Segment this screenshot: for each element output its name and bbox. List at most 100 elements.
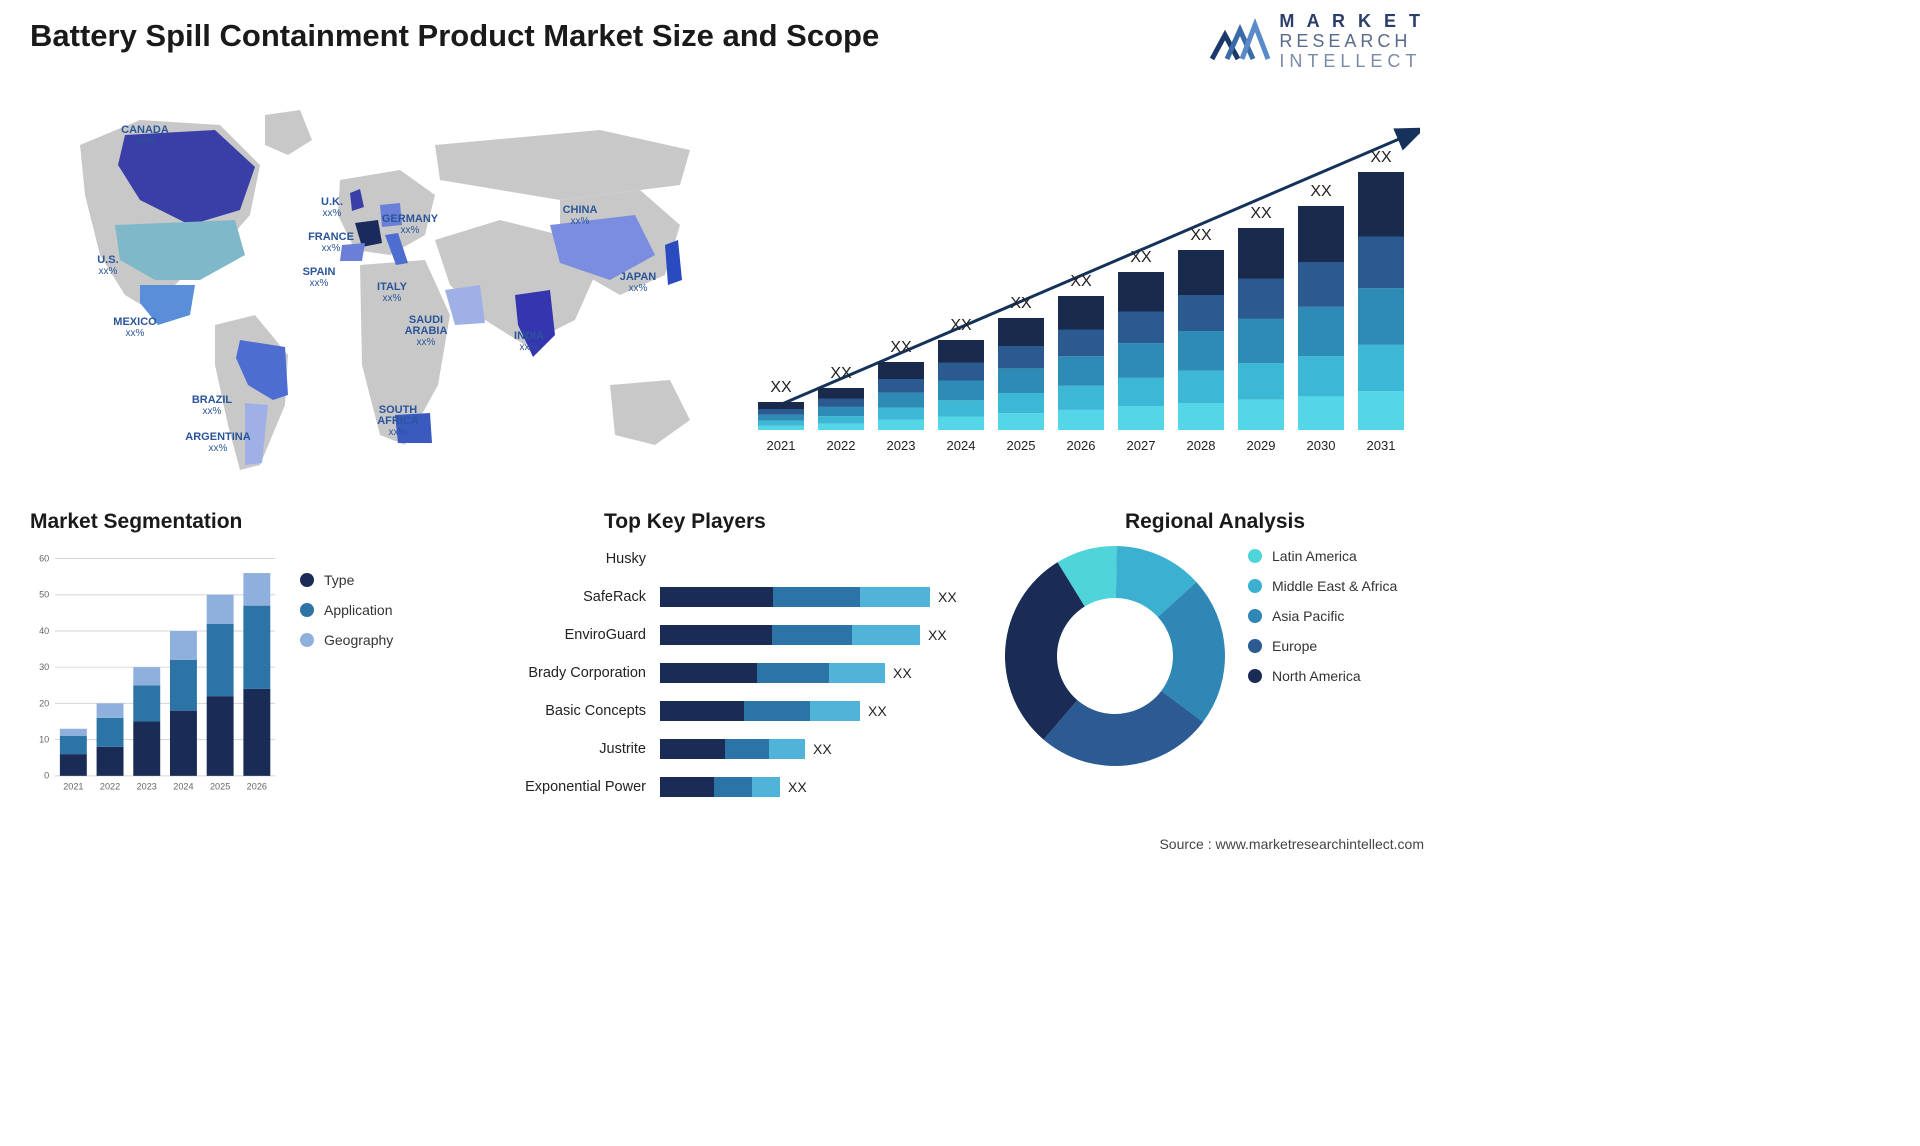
svg-text:30: 30	[39, 662, 49, 672]
legend-dot-icon	[300, 573, 314, 587]
svg-text:XX: XX	[950, 317, 972, 334]
player-name: Exponential Power	[480, 779, 660, 795]
legend-item: Geography	[300, 632, 393, 648]
svg-text:XX: XX	[890, 339, 912, 356]
svg-text:JAPAN: JAPAN	[620, 271, 657, 283]
regional-analysis-section: Regional Analysis Latin AmericaMiddle Ea…	[1000, 510, 1430, 820]
brand-logo: M A R K E T RESEARCH INTELLECT	[1209, 12, 1424, 71]
svg-text:xx%: xx%	[99, 266, 118, 277]
legend-label: Application	[324, 602, 393, 618]
player-row: Justrite XX	[480, 730, 1000, 768]
svg-text:xx%: xx%	[209, 443, 228, 454]
player-row: Basic Concepts XX	[480, 692, 1000, 730]
legend-label: Type	[324, 572, 354, 588]
player-name: SafeRack	[480, 589, 660, 605]
player-bar	[660, 701, 860, 721]
player-bar	[660, 739, 805, 759]
svg-text:xx%: xx%	[389, 427, 408, 438]
legend-item: Europe	[1248, 638, 1397, 654]
svg-text:0: 0	[44, 771, 49, 781]
player-name: Brady Corporation	[480, 665, 660, 681]
player-row: SafeRackXX	[480, 578, 1000, 616]
legend-label: Europe	[1272, 638, 1317, 654]
svg-text:2028: 2028	[1187, 438, 1216, 453]
regional-donut-chart	[1000, 538, 1230, 768]
svg-text:2024: 2024	[173, 781, 193, 791]
top-key-players-section: Top Key Players HuskySafeRackXXEnviroGua…	[480, 510, 1000, 820]
growth-chart: XX2021XX2022XX2023XX2024XX2025XX2026XX20…	[740, 90, 1420, 470]
svg-text:xx%: xx%	[136, 136, 155, 147]
logo-line1: M A R K E T	[1279, 12, 1424, 32]
legend-dot-icon	[300, 603, 314, 617]
svg-text:xx%: xx%	[323, 208, 342, 219]
source-citation: Source : www.marketresearchintellect.com	[1159, 836, 1424, 852]
player-name: EnviroGuard	[480, 627, 660, 643]
svg-text:ARABIA: ARABIA	[405, 325, 448, 337]
legend-dot-icon	[1248, 639, 1262, 653]
player-row: EnviroGuard XX	[480, 616, 1000, 654]
svg-text:ARGENTINA: ARGENTINA	[185, 431, 250, 443]
player-name: Basic Concepts	[480, 703, 660, 719]
legend-label: Asia Pacific	[1272, 608, 1344, 624]
legend-dot-icon	[1248, 579, 1262, 593]
legend-dot-icon	[300, 633, 314, 647]
svg-text:XX: XX	[1310, 183, 1332, 200]
legend-item: North America	[1248, 668, 1397, 684]
segmentation-legend: Type Application Geography	[300, 542, 393, 802]
legend-item: Asia Pacific	[1248, 608, 1397, 624]
legend-label: North America	[1272, 668, 1361, 684]
player-row: Exponential Power XX	[480, 768, 1000, 806]
svg-text:xx%: xx%	[126, 328, 145, 339]
logo-mark-icon	[1209, 15, 1271, 69]
players-list: HuskySafeRackXXEnviroGuardXXBrady Corpor…	[480, 540, 1000, 806]
player-value: XX	[868, 703, 887, 719]
legend-dot-icon	[1248, 669, 1262, 683]
svg-text:10: 10	[39, 735, 49, 745]
svg-text:XX: XX	[1250, 205, 1272, 222]
legend-item: Application	[300, 602, 393, 618]
player-value: XX	[788, 779, 807, 795]
player-name: Justrite	[480, 741, 660, 757]
legend-dot-icon	[1248, 549, 1262, 563]
svg-text:2026: 2026	[1067, 438, 1096, 453]
svg-text:XX: XX	[770, 379, 792, 396]
legend-label: Middle East & Africa	[1272, 578, 1397, 594]
svg-text:XX: XX	[1070, 273, 1092, 290]
legend-label: Geography	[324, 632, 393, 648]
svg-text:FRANCE: FRANCE	[308, 231, 354, 243]
player-value: XX	[813, 741, 832, 757]
segmentation-title: Market Segmentation	[30, 510, 460, 534]
svg-text:XX: XX	[1010, 295, 1032, 312]
svg-text:INDIA: INDIA	[514, 330, 544, 342]
svg-text:2031: 2031	[1367, 438, 1396, 453]
player-bar	[660, 663, 885, 683]
player-value: XX	[893, 665, 912, 681]
svg-text:MEXICO: MEXICO	[113, 316, 157, 328]
world-map: CANADAxx%U.S.xx%MEXICOxx%BRAZILxx%ARGENT…	[40, 85, 720, 485]
svg-text:2027: 2027	[1127, 438, 1156, 453]
player-row: Brady Corporation XX	[480, 654, 1000, 692]
regional-title: Regional Analysis	[1000, 510, 1430, 534]
player-value: XX	[928, 627, 947, 643]
svg-text:2022: 2022	[827, 438, 856, 453]
svg-text:xx%: xx%	[417, 337, 436, 348]
page-title: Battery Spill Containment Product Market…	[30, 18, 879, 54]
svg-text:AFRICA: AFRICA	[377, 415, 419, 427]
legend-item: Middle East & Africa	[1248, 578, 1397, 594]
svg-text:2029: 2029	[1247, 438, 1276, 453]
svg-text:BRAZIL: BRAZIL	[192, 394, 233, 406]
svg-text:XX: XX	[1190, 227, 1212, 244]
svg-text:xx%: xx%	[383, 293, 402, 304]
market-segmentation-section: Market Segmentation 01020304050602021202…	[30, 510, 460, 820]
regional-legend: Latin AmericaMiddle East & AfricaAsia Pa…	[1248, 538, 1397, 698]
svg-text:xx%: xx%	[520, 342, 539, 353]
svg-text:GERMANY: GERMANY	[382, 213, 439, 225]
svg-text:U.K.: U.K.	[321, 196, 343, 208]
svg-text:XX: XX	[1130, 249, 1152, 266]
svg-text:U.S.: U.S.	[97, 254, 118, 266]
legend-item: Type	[300, 572, 393, 588]
svg-text:xx%: xx%	[629, 283, 648, 294]
player-row: Husky	[480, 540, 1000, 578]
svg-text:2023: 2023	[887, 438, 916, 453]
svg-text:SPAIN: SPAIN	[303, 266, 336, 278]
